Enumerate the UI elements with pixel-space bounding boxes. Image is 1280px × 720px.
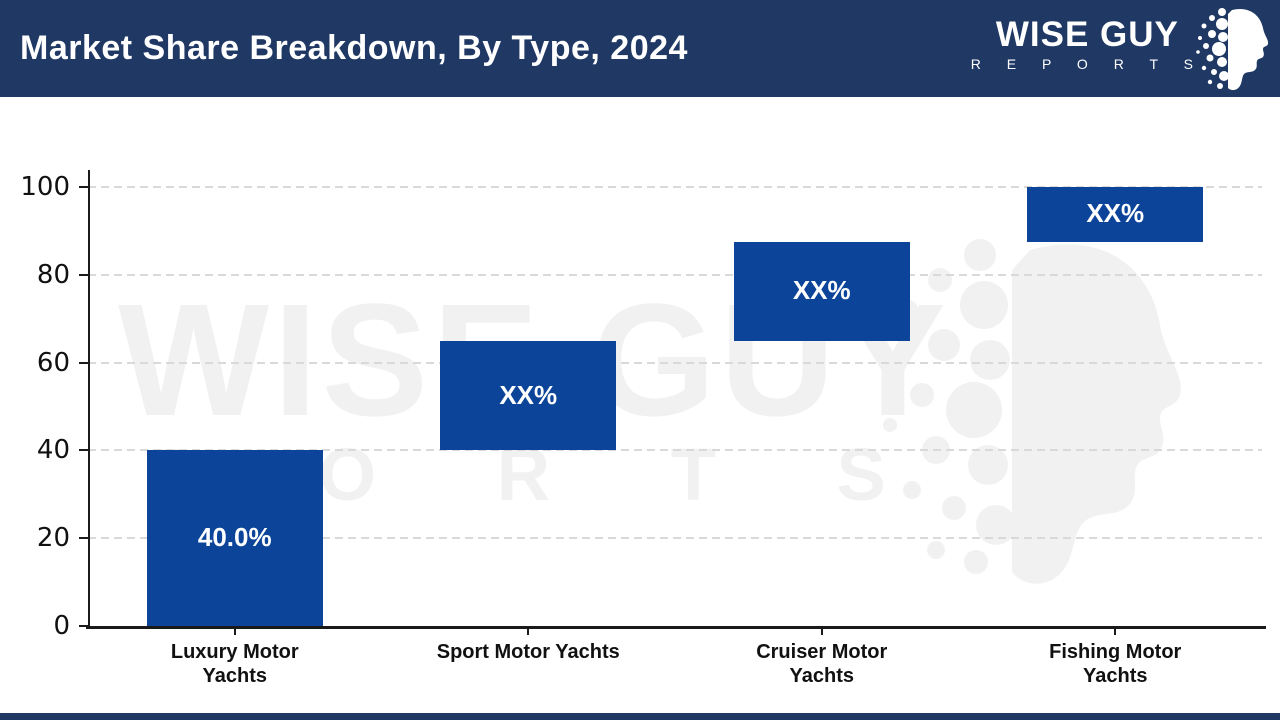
footer-bar <box>0 713 1280 720</box>
x-category-label-line: Luxury Motor <box>170 641 299 663</box>
x-category-label-line: Cruiser Motor <box>756 641 888 663</box>
y-tick-mark <box>79 625 88 627</box>
logo-text: WISE GUY R E P O R T S <box>970 15 1204 73</box>
x-tick-mark <box>527 626 530 635</box>
y-axis-spine <box>88 170 90 626</box>
x-category-label: Luxury Motor Yachts <box>105 640 365 688</box>
y-tick-mark <box>79 273 88 276</box>
gridline <box>88 273 1262 276</box>
y-tick-label: 80 <box>36 259 70 290</box>
chart-title: Market Share Breakdown, By Type, 2024 <box>20 29 688 67</box>
y-tick-mark <box>79 449 88 452</box>
y-tick-label: 100 <box>20 172 70 202</box>
y-tick-mark <box>79 361 88 364</box>
gridline <box>88 449 1262 452</box>
bar-value-label: XX% <box>499 379 558 410</box>
bar <box>146 450 323 626</box>
x-category-label: Cruiser Motor Yachts <box>692 640 952 688</box>
logo-subtitle: R E P O R T S <box>970 56 1204 72</box>
x-tick-mark <box>1114 626 1117 635</box>
x-category-label-line: Yachts <box>1083 665 1148 687</box>
wise-guy-reports-logo: WISE GUY R E P O R T S <box>971 0 1270 97</box>
x-tick-mark <box>820 626 823 635</box>
bar-value-label: XX% <box>792 275 851 306</box>
x-category-label: Fishing Motor Yachts <box>985 640 1245 688</box>
y-tick-mark <box>79 537 88 540</box>
gridline <box>88 361 1262 364</box>
y-tick-label: 20 <box>36 523 70 554</box>
x-tick-mark <box>233 626 236 635</box>
y-tick-label: 40 <box>36 435 70 466</box>
bar <box>1027 187 1204 242</box>
y-tick-label: 0 <box>53 611 70 641</box>
x-category-label-line: Yachts <box>202 665 267 687</box>
x-category-label-line: Sport Motor Yachts <box>436 641 620 663</box>
bar <box>733 241 910 341</box>
gridline <box>88 537 1262 540</box>
bar-value-label: 40.0% <box>197 522 272 553</box>
y-tick-mark <box>79 186 88 188</box>
x-category-label: Sport Motor Yachts <box>398 640 658 664</box>
gridline <box>88 186 1262 188</box>
bar-value-label: XX% <box>1086 198 1145 229</box>
y-tick-label: 60 <box>36 347 70 378</box>
x-category-label-line: Fishing Motor <box>1049 641 1182 663</box>
logo-wordmark: WISE GUY <box>995 15 1179 54</box>
x-axis-spine <box>86 626 1266 629</box>
x-category-label-line: Yachts <box>789 665 854 687</box>
bar <box>440 340 617 451</box>
logo-head-icon <box>1196 8 1269 91</box>
header-bar: Market Share Breakdown, By Type, 2024 WI… <box>0 0 1280 97</box>
